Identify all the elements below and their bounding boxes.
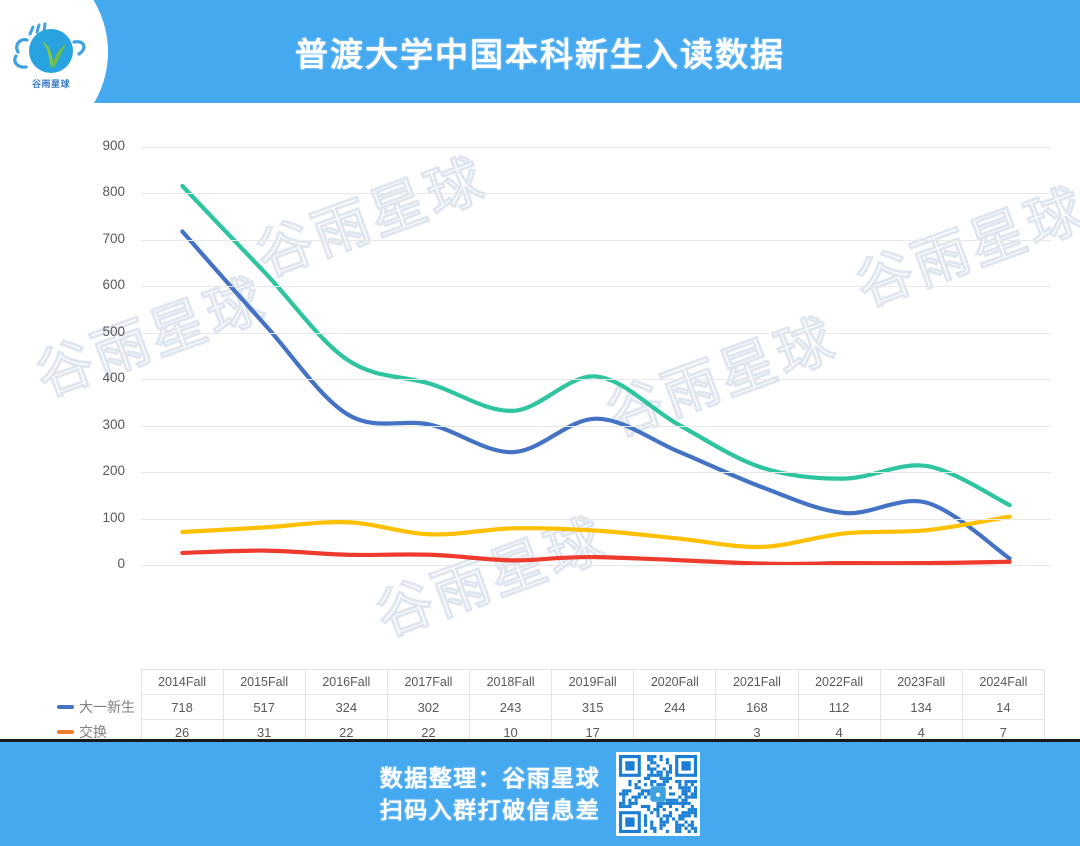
y-axis-tick-label: 100: [102, 509, 125, 525]
gridline: [141, 332, 1051, 334]
table-cell: 243: [468, 694, 553, 720]
series-line-大一新生: [180, 229, 1012, 561]
y-axis-tick-label: 400: [102, 370, 125, 386]
column-header: 2017Fall: [386, 669, 471, 695]
table-cell: 244: [633, 694, 717, 720]
plot-area: [141, 147, 1051, 565]
table-cell: 168: [715, 694, 799, 720]
gridline: [141, 565, 1051, 566]
legend-row-大一新生[interactable]: 大一新生: [55, 694, 142, 720]
gridline: [141, 286, 1051, 288]
series-line-转学: [180, 514, 1012, 550]
y-axis-tick-label: 600: [102, 277, 125, 293]
column-header: 2015Fall: [222, 669, 306, 695]
legend-swatch-icon: [57, 705, 74, 710]
table-cell: 324: [304, 694, 388, 720]
table-cell: 718: [140, 694, 224, 720]
chart-lines: [180, 183, 1012, 565]
table-corner-cell: [55, 670, 141, 695]
footer-divider: [0, 739, 1080, 742]
column-header: 2018Fall: [468, 669, 553, 695]
column-header: 2019Fall: [551, 669, 635, 695]
column-header: 2023Fall: [879, 669, 963, 695]
gridline: [141, 379, 1051, 381]
gridline: [141, 518, 1051, 520]
header-banner: 谷雨星球 普渡大学中国本科新生入读数据: [0, 0, 1080, 103]
footer-line-2: 扫码入群打破信息差: [379, 797, 601, 823]
legend-swatch-icon: [57, 730, 74, 735]
column-header: 2022Fall: [797, 669, 881, 695]
y-axis-tick-label: 300: [102, 416, 125, 432]
y-axis-tick-label: 0: [117, 556, 125, 571]
table-row: 大一新生 718 517 324 302 243 315 244 168 112 134 14: [55, 694, 1046, 720]
table-cell: 112: [797, 694, 881, 720]
column-header: 2024Fall: [961, 669, 1046, 695]
table-cell: 517: [222, 694, 306, 720]
table-cell: 315: [551, 694, 635, 720]
y-axis-tick-label: 500: [102, 323, 125, 339]
column-header: 2021Fall: [715, 669, 799, 695]
footer-banner: 数据整理：谷雨星球 扫码入群打破信息差 ●: [0, 742, 1080, 846]
gridline: [141, 425, 1051, 427]
legend-label: 大一新生: [79, 699, 135, 715]
y-axis-tick-label: 200: [102, 463, 125, 479]
y-axis-tick-label: 700: [102, 230, 125, 246]
legend-label: 交换: [79, 724, 107, 740]
page-title: 普渡大学中国本科新生入读数据: [295, 36, 785, 73]
y-axis-tick-label: 900: [102, 138, 125, 153]
series-line-交换: [180, 548, 1012, 565]
gridline: [141, 239, 1051, 241]
table-header-row: 2014Fall 2015Fall 2016Fall 2017Fall 2018…: [55, 669, 1046, 695]
series-line-总数: [180, 183, 1012, 508]
logo-icon: [13, 22, 86, 73]
gridline: [141, 193, 1051, 195]
column-header: 2016Fall: [304, 669, 388, 695]
footer-line-1: 数据整理：谷雨星球: [379, 765, 601, 791]
svg-text:●: ●: [655, 789, 661, 800]
chart-container: 谷雨星球 谷雨星球 谷雨星球 谷雨星球 谷雨星球 900 800 700 600 500…: [0, 103, 1080, 820]
gridline: [141, 147, 1051, 148]
table-cell: 302: [386, 694, 471, 720]
brand-logo: 谷雨星球: [8, 18, 94, 92]
table-cell: 14: [961, 694, 1046, 720]
table-cell: 134: [879, 694, 963, 720]
logo-wordmark: 谷雨星球: [31, 79, 70, 89]
y-axis-tick-label: 800: [102, 184, 125, 200]
footer-text-block: 数据整理：谷雨星球 扫码入群打破信息差: [380, 762, 601, 826]
gridline: [141, 472, 1051, 474]
column-header: 2020Fall: [633, 669, 717, 695]
column-header: 2014Fall: [140, 669, 224, 695]
qr-code-icon: ●: [616, 752, 701, 836]
